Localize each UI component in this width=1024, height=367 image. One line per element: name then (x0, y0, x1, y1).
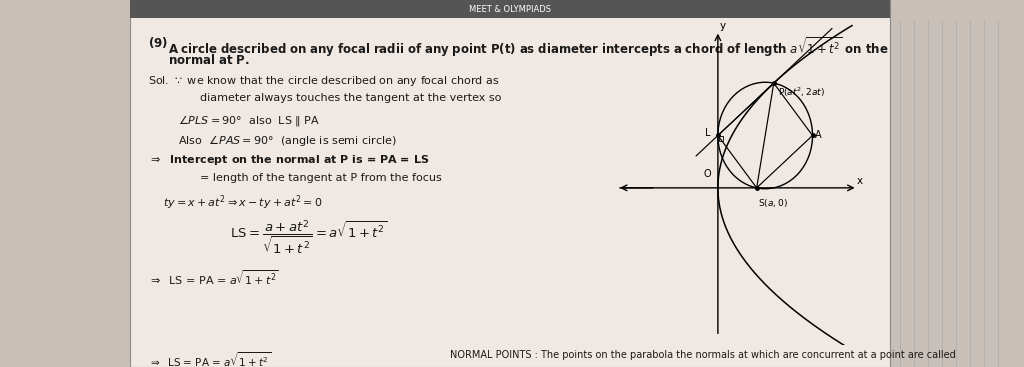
Text: $\mathbf{A\ circle\ described\ on\ any\ focal\ radii\ of\ any\ point\ P(t)\ as\ : $\mathbf{A\ circle\ described\ on\ any\ … (168, 35, 889, 59)
Text: diameter always touches the tangent at the vertex so: diameter always touches the tangent at t… (200, 93, 502, 103)
Text: S$(a,0)$: S$(a,0)$ (758, 197, 788, 210)
Text: P$(at^2,2at)$: P$(at^2,2at)$ (778, 85, 825, 99)
Text: $\mathbf{normal\ at\ P.}$: $\mathbf{normal\ at\ P.}$ (168, 53, 250, 67)
Text: NORMAL POINTS : The points on the parabola the normals at which are concurrent a: NORMAL POINTS : The points on the parabo… (450, 350, 955, 360)
Bar (719, 137, 723, 141)
Bar (130, 0, 890, 367)
Bar (130, 0, 890, 18)
Text: Sol. $\because$ we know that the circle described on any focal chord as: Sol. $\because$ we know that the circle … (148, 74, 500, 88)
Text: L: L (706, 128, 711, 138)
Text: = length of the tangent at P from the focus: = length of the tangent at P from the fo… (200, 173, 441, 183)
Text: O: O (703, 169, 711, 179)
Text: $ty=x+at^2\Rightarrow x-ty+at^2=0$: $ty=x+at^2\Rightarrow x-ty+at^2=0$ (163, 193, 323, 212)
Text: $\Rightarrow$  Intercept on the normal at P is = PA = LS: $\Rightarrow$ Intercept on the normal at… (148, 153, 429, 167)
Text: $\mathrm{LS}=\dfrac{a+at^2}{\sqrt{1+t^2}}=a\sqrt{1+t^2}$: $\mathrm{LS}=\dfrac{a+at^2}{\sqrt{1+t^2}… (230, 218, 388, 256)
Text: Also  $\angle PAS=90°$  (angle is semi circle): Also $\angle PAS=90°$ (angle is semi cir… (178, 133, 396, 148)
Text: $\angle PLS=90°$  also  LS $\|$ PA: $\angle PLS=90°$ also LS $\|$ PA (178, 113, 321, 128)
Text: $\mathbf{(9)}$: $\mathbf{(9)}$ (148, 35, 168, 50)
Text: A: A (815, 131, 821, 141)
Text: y: y (720, 21, 726, 30)
Text: MEET & OLYMPIADS: MEET & OLYMPIADS (469, 6, 551, 15)
Text: x: x (856, 175, 862, 185)
Text: $\Rightarrow$  LS = PA = $a\sqrt{1+t^2}$: $\Rightarrow$ LS = PA = $a\sqrt{1+t^2}$ (148, 268, 279, 287)
Text: $\Rightarrow$  LS = PA = $a\sqrt{1+t^2}$: $\Rightarrow$ LS = PA = $a\sqrt{1+t^2}$ (148, 350, 271, 367)
